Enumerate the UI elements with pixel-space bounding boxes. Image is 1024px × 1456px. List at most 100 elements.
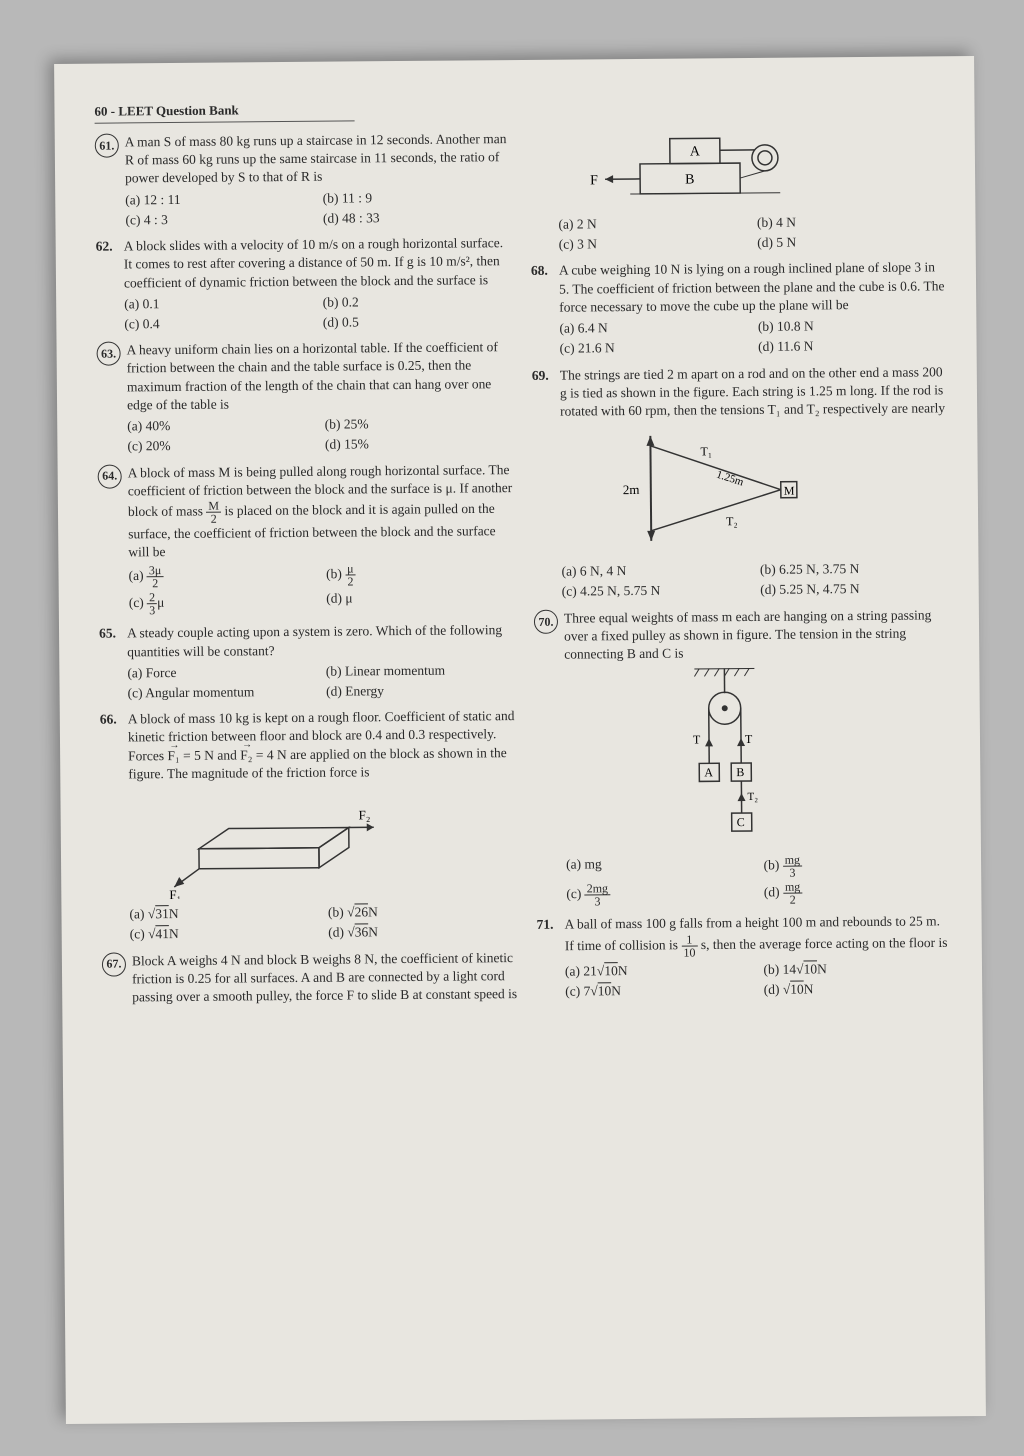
opts-62: (a) 0.1 (b) 0.2 (c) 0.4 (d) 0.5 — [124, 292, 511, 334]
opt-71b: (b) 14√10N — [763, 959, 952, 979]
opt-70b: (b) mg3 — [764, 853, 952, 880]
opt-65d: (d) Energy — [326, 681, 515, 701]
qbody-66: A block of mass 10 kg is kept on a rough… — [128, 707, 517, 944]
opt-71b-post: N — [817, 961, 827, 976]
opt-69b: (b) 6.25 N, 3.75 N — [760, 559, 949, 579]
opt-66b-pre: (b) — [328, 905, 347, 920]
question-71: 71. A ball of mass 100 g falls from a he… — [537, 913, 953, 1001]
opt-67b: (b) 4 N — [757, 212, 946, 232]
opts-61: (a) 12 : 11 (b) 11 : 9 (c) 4 : 3 (d) 48 … — [125, 188, 510, 230]
qnum-68: 68. — [531, 262, 560, 358]
opt-66b: (b) √26N — [328, 902, 517, 922]
opt-69d: (d) 5.25 N, 4.75 N — [760, 580, 949, 600]
frac-64: M2 — [206, 500, 221, 525]
opt-62d: (d) 0.5 — [323, 312, 512, 332]
fig70-A: A — [704, 766, 713, 780]
qnum-62: 62. — [96, 238, 125, 334]
opt-66c-pre: (c) — [130, 927, 148, 942]
qtext-68: A cube weighing 10 N is lying on a rough… — [559, 260, 945, 315]
opt-64b-pre: (b) — [326, 566, 345, 581]
opt-71d: (d) √10N — [764, 979, 953, 999]
opts-67: (a) 2 N (b) 4 N (c) 3 N (d) 5 N — [558, 212, 945, 254]
qbody-61: A man S of mass 80 kg runs up a staircas… — [125, 130, 511, 229]
opt-71b-pre: (b) 14 — [763, 961, 796, 976]
opt-66d-pre: (d) — [328, 925, 347, 940]
fig67-F: F — [590, 173, 598, 188]
qtext-63: A heavy uniform chain lies on a horizont… — [127, 339, 498, 412]
fig69-2m: 2m — [623, 482, 640, 497]
qtext-69: The strings are tied 2 m apart on a rod … — [560, 364, 945, 419]
qtext-61: A man S of mass 80 kg runs up a staircas… — [125, 131, 507, 186]
qbody-68: A cube weighing 10 N is lying on a rough… — [559, 259, 947, 358]
opt-63c: (c) 20% — [127, 436, 315, 456]
question-63: 63. A heavy uniform chain lies on a hori… — [97, 338, 513, 456]
opt-70b-pre: (b) — [764, 858, 783, 873]
opt-64b: (b) μ2 — [326, 561, 514, 588]
opt-64b-frac: μ2 — [345, 563, 356, 588]
opt-68b: (b) 10.8 N — [758, 316, 947, 336]
opt-64c-post: μ — [157, 595, 164, 610]
opt-66c: (c) √41N — [130, 924, 319, 944]
opt-62a: (a) 0.1 — [124, 294, 313, 314]
opt-65b: (b) Linear momentum — [326, 661, 515, 681]
fig66-F2: F₂ — [359, 807, 371, 822]
opt-68c: (c) 21.6 N — [560, 338, 749, 358]
qbody-71: A ball of mass 100 g falls from a height… — [565, 913, 953, 1001]
opt-70d-d: 2 — [783, 894, 802, 906]
fig67-A: A — [690, 144, 701, 159]
opt-71a-pre: (a) 21 — [565, 963, 597, 978]
opt-71d-pre: (d) — [764, 981, 783, 996]
opt-71c-pre: (c) 7 — [565, 983, 590, 998]
opt-70d-pre: (d) — [764, 885, 783, 900]
opt-70c-d: 3 — [585, 896, 610, 908]
fig69-M: M — [784, 484, 795, 498]
fig70-T-right: T — [745, 732, 753, 746]
qtext-71b: s, then the average force acting on the … — [701, 934, 948, 951]
opt-70c: (c) 2mg3 — [566, 881, 754, 908]
opt-70d-frac: mg2 — [783, 881, 803, 906]
opt-71c: (c) 7√10N — [565, 981, 754, 1001]
opt-66b-v: 26 — [354, 904, 368, 919]
opts-63: (a) 40% (b) 25% (c) 20% (d) 15% — [127, 414, 512, 456]
right-column: A B F (a) 2 N (b) 4 N (c) 3 N (d) 5 N — [530, 126, 953, 1011]
opt-69c: (c) 4.25 N, 5.75 N — [562, 581, 751, 601]
qbody-65: A steady couple acting upon a system is … — [127, 621, 515, 702]
fig70-T2: T₂ — [747, 791, 758, 803]
fig66-F1: F₁ — [169, 887, 181, 899]
opt-71c-v: 10 — [598, 983, 612, 998]
qnum-69: 69. — [532, 366, 562, 601]
opt-66d-v: 36 — [355, 925, 369, 940]
opt-61c: (c) 4 : 3 — [125, 210, 313, 230]
opt-65a: (a) Force — [127, 663, 316, 683]
qtext-62: A block slides with a velocity of 10 m/s… — [124, 235, 504, 290]
opt-63d: (d) 15% — [325, 434, 513, 454]
fig69-T2: T₂ — [726, 514, 738, 528]
qnum-71: 71. — [537, 916, 566, 1001]
blocks-svg: A B F — [570, 127, 811, 209]
opts-66: (a) √31N (b) √26N (c) √41N (d) √36N — [129, 902, 516, 944]
opt-61b: (b) 11 : 9 — [323, 188, 511, 208]
opt-66a-post: N — [169, 906, 179, 921]
question-67: 67. Block A weighs 4 N and block B weigh… — [102, 949, 517, 1007]
opt-70c-frac: 2mg3 — [585, 883, 611, 908]
opt-66c-v: 41 — [155, 926, 169, 941]
opt-64d: (d) μ — [326, 588, 514, 615]
opt-66a-v: 31 — [155, 906, 169, 921]
opt-69a: (a) 6 N, 4 N — [561, 561, 750, 581]
opt-67a: (a) 2 N — [558, 214, 747, 234]
opt-70c-pre: (c) — [566, 886, 584, 901]
opt-70d: (d) mg2 — [764, 880, 952, 907]
opt-64c-d: 3 — [147, 605, 157, 617]
opt-62b: (b) 0.2 — [323, 292, 512, 312]
frac-64-d: 2 — [206, 513, 221, 525]
opt-66c-post: N — [169, 926, 179, 941]
opt-68d: (d) 11.6 N — [758, 337, 947, 357]
qbody-64: A block of mass M is being pulled along … — [128, 461, 514, 617]
page-header: 60 - LEET Question Bank — [94, 101, 354, 123]
opt-71d-post: N — [804, 981, 814, 996]
qbody-69: The strings are tied 2 m apart on a rod … — [560, 363, 949, 601]
opt-70b-d: 3 — [783, 867, 802, 879]
opts-65: (a) Force (b) Linear momentum (c) Angula… — [127, 661, 514, 703]
frac-71-d: 10 — [681, 946, 697, 958]
fig70-C: C — [737, 815, 745, 829]
